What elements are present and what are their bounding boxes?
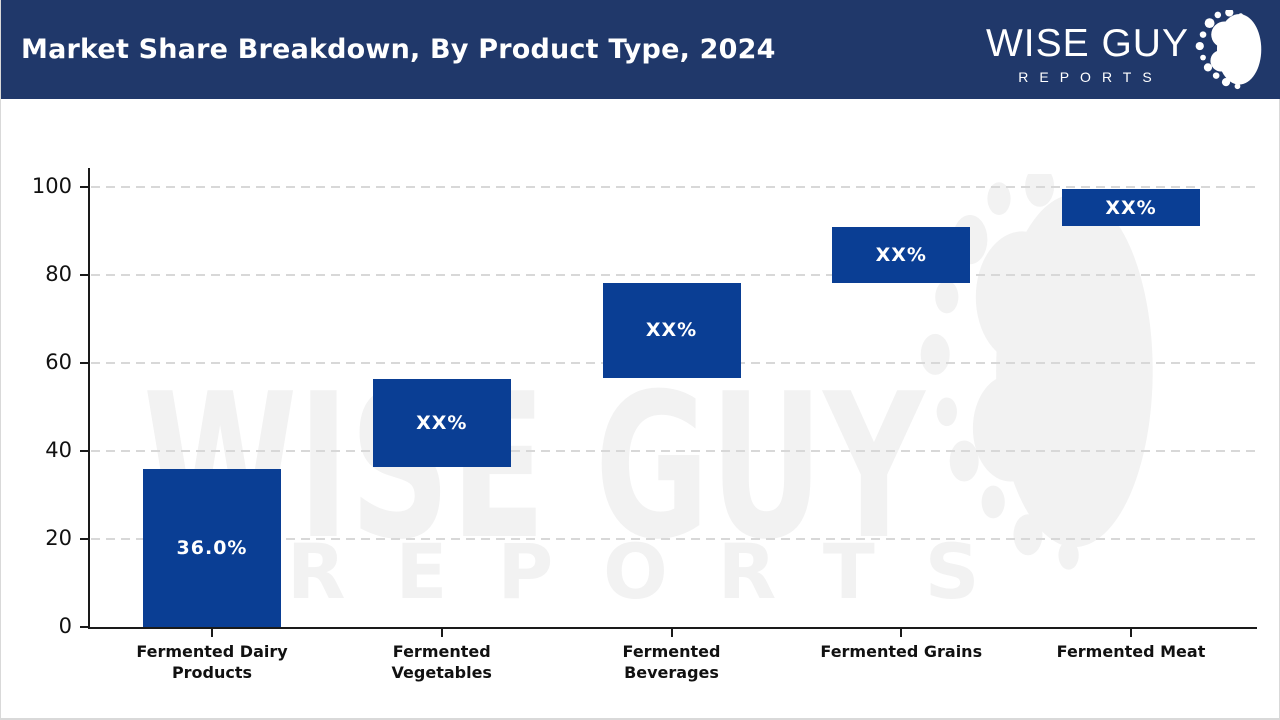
bar-segment: 36.0% (143, 468, 281, 627)
x-category-label: Fermented Meat (1016, 641, 1246, 662)
x-category-label-line: Products (171, 663, 253, 682)
x-tick (211, 629, 213, 637)
y-tick-80 (80, 274, 88, 276)
x-category-label: Fermented Vegetables (327, 641, 557, 683)
x-category-label-line: Fermented (392, 642, 491, 661)
bar-segment: XX% (1062, 189, 1200, 227)
bar-value-label: XX% (875, 243, 927, 266)
x-tick (440, 629, 443, 637)
y-tick-20 (80, 538, 88, 540)
x-tick (670, 629, 673, 637)
bar-value-label: XX% (645, 319, 698, 342)
x-category-label: Fermented Grains (786, 641, 1016, 662)
y-tick-label-80: 80 (45, 262, 72, 286)
bar-value-label: XX% (1105, 196, 1157, 219)
gridline-100 (91, 186, 1257, 188)
y-tick-label-0: 0 (58, 614, 72, 638)
bar-value-label: 36.0% (176, 536, 248, 559)
y-tick-100 (80, 186, 88, 188)
y-tick-label-60: 60 (45, 350, 72, 374)
y-tick-label-20: 20 (45, 526, 72, 550)
bar-value-label: XX% (416, 411, 468, 434)
page-title: Market Share Breakdown, By Product Type,… (21, 34, 776, 65)
y-axis (88, 168, 90, 629)
y-tick-label-100: 100 (31, 174, 72, 198)
y-tick-label-40: 40 (45, 438, 72, 462)
x-category-label: Fermented Beverages (557, 641, 787, 683)
header: Market Share Breakdown, By Product Type,… (1, 0, 1280, 99)
y-tick-0 (80, 626, 88, 628)
gridline-20 (91, 538, 1257, 540)
logo-text: WISE GUY REPORTS (986, 22, 1189, 85)
gridline-40 (91, 450, 1257, 452)
x-axis (88, 627, 1257, 629)
logo-name: WISE GUY (985, 22, 1189, 65)
x-category-label-line: Vegetables (391, 663, 492, 682)
bar-segment: XX% (832, 227, 971, 283)
x-tick (1130, 629, 1132, 637)
wiseguy-logo: WISE GUY REPORTS (986, 8, 1267, 94)
x-category-label-line: Fermented Grains (820, 642, 983, 661)
x-category-label: Fermented Dairy Products (97, 641, 327, 683)
y-tick-40 (80, 450, 88, 452)
logo-tagline: REPORTS (1018, 69, 1163, 85)
x-category-label-line: Fermented Meat (1056, 642, 1206, 661)
bar-segment: XX% (372, 378, 511, 467)
y-tick-60 (80, 362, 88, 364)
x-category-label-line: Fermented Dairy (136, 642, 288, 661)
x-category-label-line: Fermented (622, 642, 721, 661)
x-category-label-line: Beverages (624, 663, 719, 682)
wiseguy-head-icon (1195, 10, 1262, 90)
x-tick (900, 629, 903, 637)
bar-segment: XX% (602, 282, 741, 378)
gridline-80 (91, 274, 1257, 276)
